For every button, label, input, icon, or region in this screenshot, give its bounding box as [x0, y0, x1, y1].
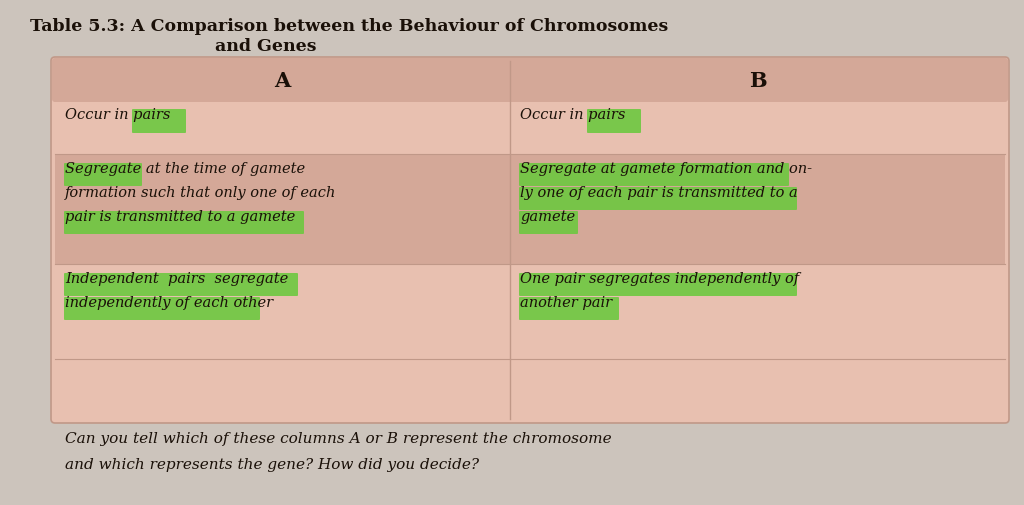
FancyBboxPatch shape: [63, 212, 304, 234]
Text: One pair segregates independently of: One pair segregates independently of: [520, 272, 799, 285]
Text: another pair: another pair: [520, 295, 612, 310]
Text: formation such that only one of each: formation such that only one of each: [65, 186, 336, 199]
FancyBboxPatch shape: [51, 58, 1009, 423]
Text: independently of each other: independently of each other: [65, 295, 273, 310]
Text: ly one of each pair is transmitted to a: ly one of each pair is transmitted to a: [520, 186, 798, 199]
FancyBboxPatch shape: [519, 188, 797, 211]
Text: and which represents the gene? How did you decide?: and which represents the gene? How did y…: [65, 457, 479, 471]
Text: B: B: [749, 71, 766, 91]
FancyBboxPatch shape: [519, 164, 790, 187]
FancyBboxPatch shape: [519, 297, 618, 320]
FancyBboxPatch shape: [63, 164, 142, 187]
Text: gamete: gamete: [520, 210, 575, 224]
FancyBboxPatch shape: [52, 59, 1008, 103]
FancyBboxPatch shape: [587, 110, 641, 134]
Text: Segregate at the time of gamete: Segregate at the time of gamete: [65, 162, 305, 176]
FancyBboxPatch shape: [519, 274, 797, 296]
Text: Independent  pairs  segregate: Independent pairs segregate: [65, 272, 288, 285]
Text: A: A: [274, 71, 291, 91]
FancyBboxPatch shape: [519, 212, 578, 234]
Text: Can you tell which of these columns A or B represent the chromosome: Can you tell which of these columns A or…: [65, 431, 611, 445]
FancyBboxPatch shape: [132, 110, 186, 134]
Text: pair is transmitted to a gamete: pair is transmitted to a gamete: [65, 210, 295, 224]
Text: Occur in pairs: Occur in pairs: [520, 108, 626, 122]
Bar: [55, 155, 1005, 265]
Text: Table 5.3: A Comparison between the Behaviour of Chromosomes: Table 5.3: A Comparison between the Beha…: [30, 18, 669, 35]
Text: and Genes: and Genes: [215, 38, 316, 55]
FancyBboxPatch shape: [63, 297, 260, 320]
FancyBboxPatch shape: [63, 274, 298, 296]
Text: Segregate at gamete formation and on-: Segregate at gamete formation and on-: [520, 162, 812, 176]
Text: Occur in pairs: Occur in pairs: [65, 108, 170, 122]
